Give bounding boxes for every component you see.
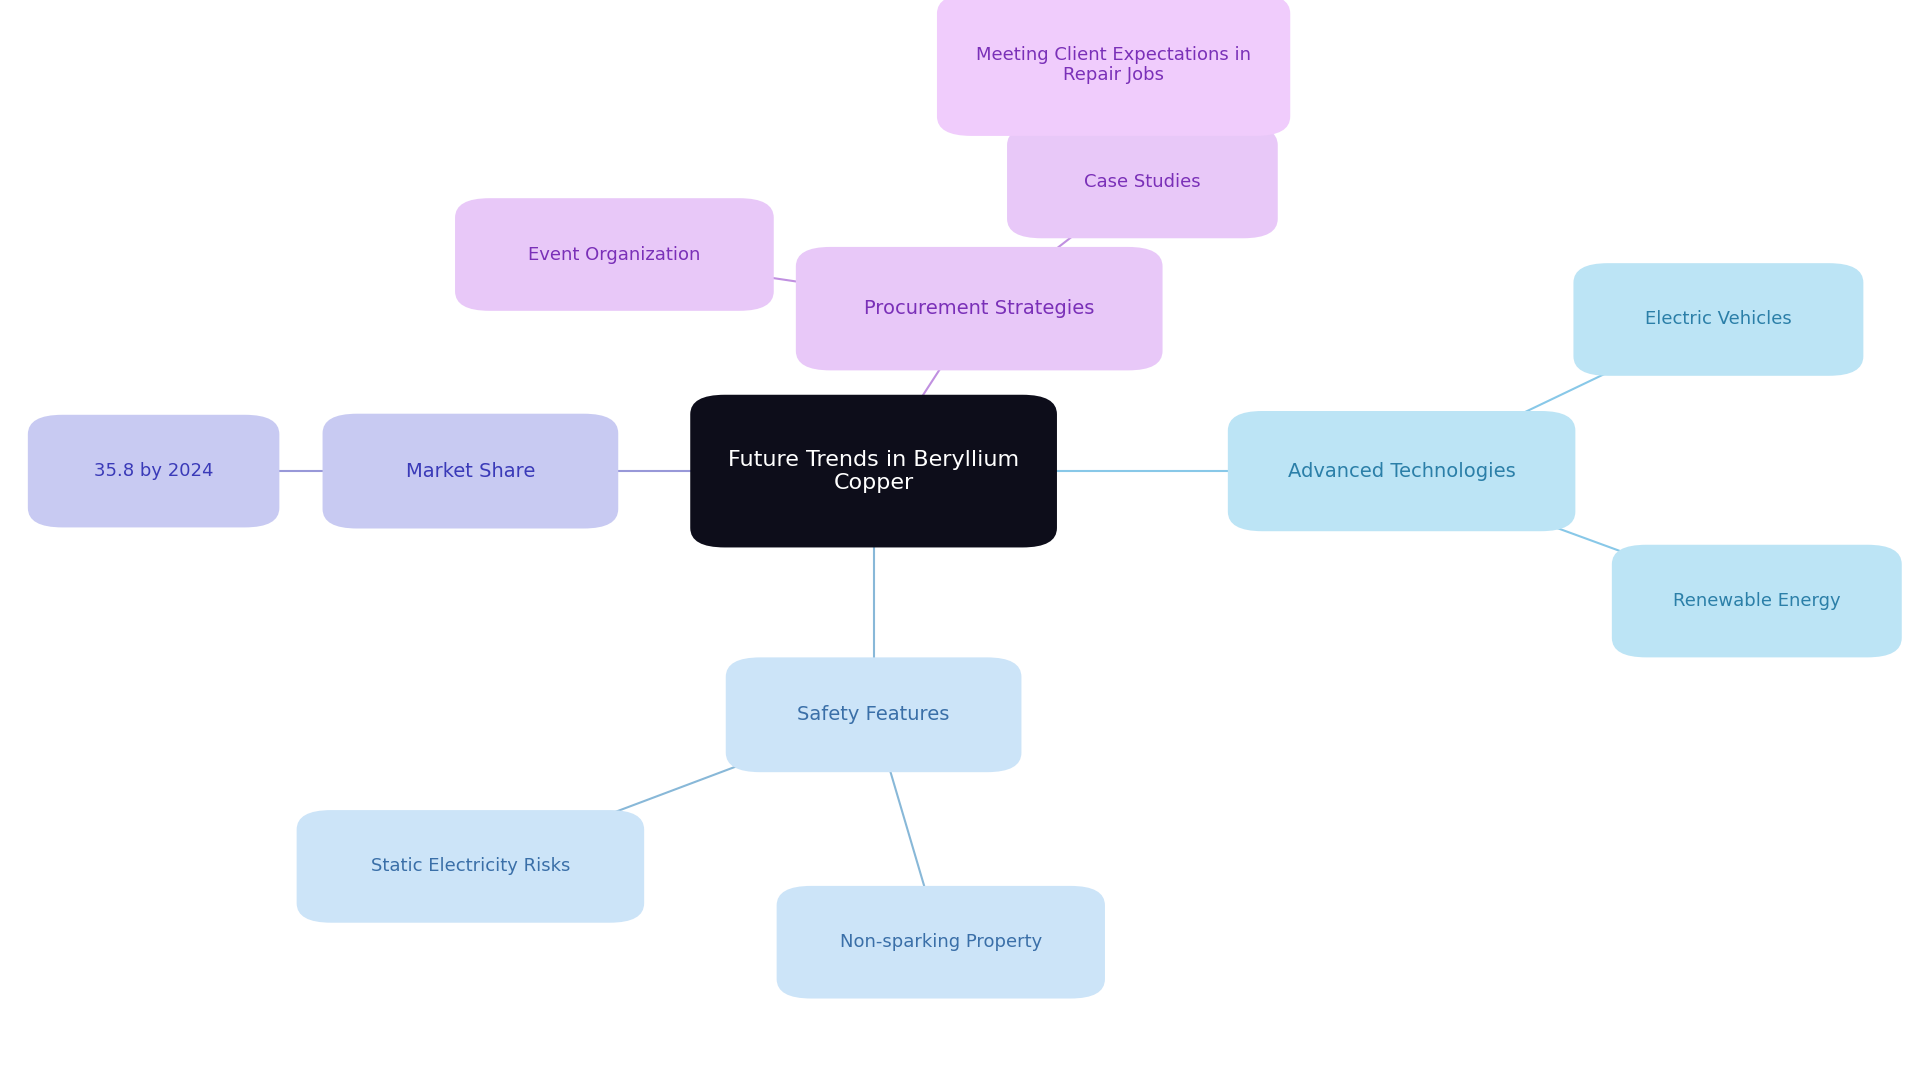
- Text: Static Electricity Risks: Static Electricity Risks: [371, 858, 570, 875]
- FancyBboxPatch shape: [1613, 545, 1901, 657]
- Text: Non-sparking Property: Non-sparking Property: [839, 934, 1043, 951]
- FancyBboxPatch shape: [776, 886, 1106, 999]
- FancyBboxPatch shape: [937, 0, 1290, 136]
- FancyBboxPatch shape: [691, 395, 1056, 547]
- Text: Market Share: Market Share: [405, 461, 536, 481]
- FancyBboxPatch shape: [1229, 410, 1574, 532]
- FancyBboxPatch shape: [296, 810, 645, 923]
- FancyBboxPatch shape: [726, 657, 1021, 772]
- Text: Electric Vehicles: Electric Vehicles: [1645, 311, 1791, 328]
- FancyBboxPatch shape: [795, 247, 1162, 370]
- Text: Future Trends in Beryllium
Copper: Future Trends in Beryllium Copper: [728, 449, 1020, 493]
- Text: Advanced Technologies: Advanced Technologies: [1288, 461, 1515, 481]
- Text: Procurement Strategies: Procurement Strategies: [864, 299, 1094, 318]
- Text: Renewable Energy: Renewable Energy: [1672, 592, 1841, 610]
- Text: Event Organization: Event Organization: [528, 246, 701, 263]
- FancyBboxPatch shape: [1574, 263, 1862, 376]
- Text: Meeting Client Expectations in
Repair Jobs: Meeting Client Expectations in Repair Jo…: [975, 45, 1252, 84]
- FancyBboxPatch shape: [455, 198, 774, 311]
- Text: 35.8 by 2024: 35.8 by 2024: [94, 462, 213, 480]
- FancyBboxPatch shape: [323, 414, 618, 529]
- Text: Safety Features: Safety Features: [797, 705, 950, 725]
- Text: Case Studies: Case Studies: [1085, 173, 1200, 191]
- FancyBboxPatch shape: [27, 415, 280, 527]
- FancyBboxPatch shape: [1006, 126, 1279, 238]
